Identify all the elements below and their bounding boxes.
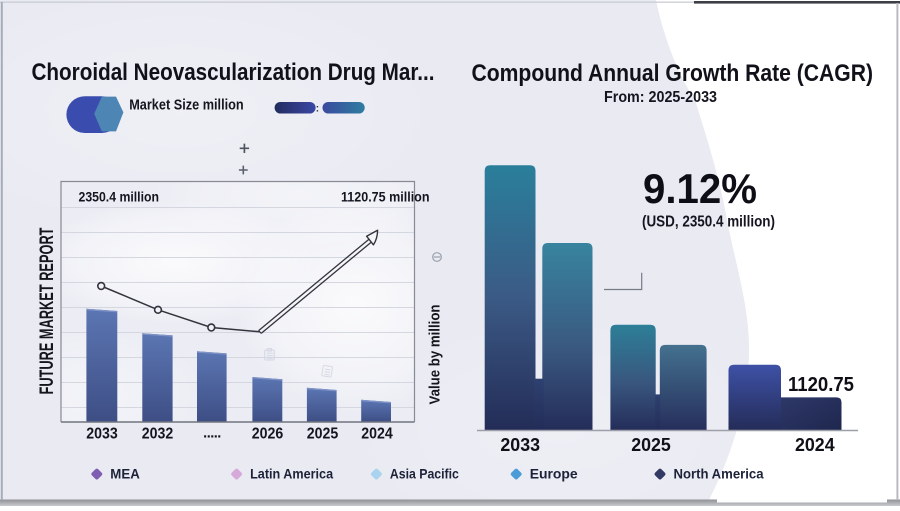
- svg-text:Value by million: Value by million: [427, 305, 444, 405]
- svg-text:North America: North America: [674, 465, 764, 481]
- svg-text:2025: 2025: [631, 434, 671, 455]
- svg-text:Latin America: Latin America: [250, 465, 333, 481]
- svg-text:Market Size million: Market Size million: [129, 98, 244, 114]
- svg-text:MEA: MEA: [110, 465, 140, 481]
- svg-text:Asia Pacific: Asia Pacific: [390, 465, 459, 481]
- svg-text:2026: 2026: [252, 426, 284, 443]
- svg-text:2033: 2033: [500, 434, 540, 455]
- svg-text:2033: 2033: [86, 426, 118, 443]
- svg-text:2024: 2024: [795, 434, 835, 455]
- svg-text:2032: 2032: [142, 426, 174, 443]
- svg-text:Europe: Europe: [530, 465, 578, 481]
- svg-text:.....: .....: [203, 426, 221, 442]
- svg-text:Choroidal Neovascularization D: Choroidal Neovascularization Drug Mar...: [32, 59, 435, 86]
- svg-text:FUTURE MARKET REPORT: FUTURE MARKET REPORT: [36, 227, 58, 394]
- svg-text:From: 2025-2033: From: 2025-2033: [604, 89, 717, 106]
- svg-text:2024: 2024: [361, 426, 393, 443]
- svg-text:1120.75: 1120.75: [788, 373, 854, 396]
- svg-text:2350.4 million: 2350.4 million: [79, 189, 160, 205]
- svg-text:1120.75 million: 1120.75 million: [341, 189, 430, 205]
- svg-text::: :: [316, 104, 319, 115]
- svg-text:(USD, 2350.4 million): (USD, 2350.4 million): [642, 214, 775, 231]
- svg-text:2025: 2025: [307, 426, 339, 443]
- svg-text:9.12%: 9.12%: [643, 165, 757, 212]
- svg-text:Compound Annual Growth Rate (C: Compound Annual Growth Rate (CAGR): [472, 60, 874, 87]
